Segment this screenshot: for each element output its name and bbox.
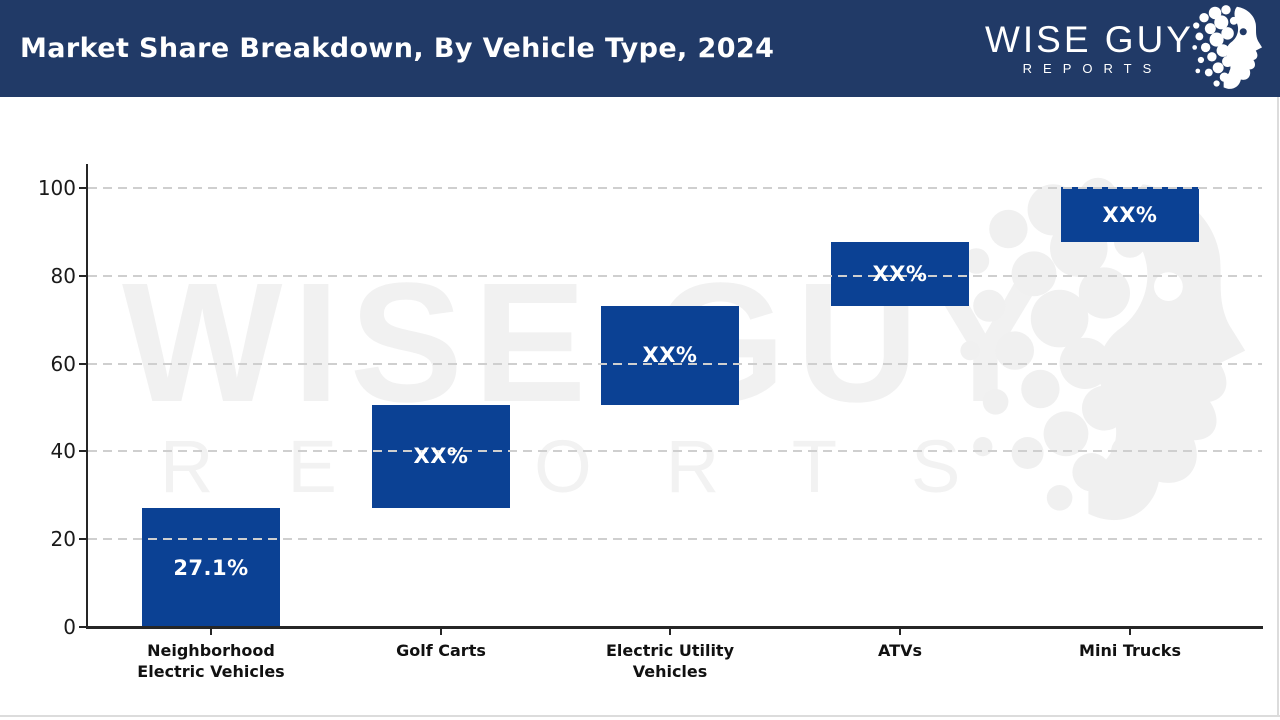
x-label-electric-utility-vehicles: Electric Utility Vehicles (606, 641, 734, 681)
right-border (1277, 97, 1279, 716)
x-label-neighborhood-electric-vehicles: Neighborhood Electric Vehicles (137, 641, 285, 681)
y-tick-label-80: 80 (50, 263, 76, 288)
gridline-80 (88, 274, 1262, 277)
header: Market Share Breakdown, By Vehicle Type,… (0, 0, 1280, 97)
bar-label-atvs: XX% (872, 262, 928, 287)
bar-neighborhood-electric-vehicles (142, 508, 280, 627)
y-tick-80 (79, 274, 87, 277)
y-tick-label-0: 0 (63, 615, 76, 639)
bottom-border (0, 715, 1280, 717)
y-tick-100 (79, 187, 87, 189)
bar-label-electric-utility-vehicles: XX% (642, 343, 698, 368)
gridline-60 (88, 362, 1262, 365)
bar-label-mini-trucks: XX% (1102, 202, 1158, 227)
x-tick-mini-trucks (1129, 628, 1131, 635)
x-tick-golf-carts (440, 628, 442, 635)
bar-label-golf-carts: XX% (413, 444, 469, 469)
x-label-golf-carts: Golf Carts (396, 641, 486, 660)
y-tick-label-60: 60 (50, 351, 76, 376)
logo-text: WISE GUY REPORTS (985, 21, 1194, 76)
x-label-atvs: ATVs (878, 641, 922, 660)
gridline-20 (88, 538, 1262, 541)
y-tick-20 (79, 538, 87, 541)
bar-label-neighborhood-electric-vehicles: 27.1% (173, 555, 249, 580)
y-tick-label-20: 20 (50, 527, 76, 552)
y-tick-label-100: 100 (37, 176, 76, 200)
bar-atvs (831, 241, 969, 307)
logo-subtitle: REPORTS (1022, 61, 1163, 76)
y-tick-0 (79, 626, 87, 628)
bar-electric-utility-vehicles (601, 306, 739, 405)
x-tick-atvs (899, 628, 901, 635)
x-tick-neighborhood-electric-vehicles (210, 628, 212, 635)
x-axis-spine (86, 626, 1263, 629)
x-label-mini-trucks: Mini Trucks (1079, 641, 1181, 660)
logo-eye-dot (1239, 27, 1247, 35)
bar-golf-carts (372, 404, 510, 509)
y-axis-spine (86, 164, 88, 629)
page-title: Market Share Breakdown, By Vehicle Type,… (20, 33, 775, 64)
y-tick-60 (79, 362, 87, 365)
logo-wordmark: WISE GUY (984, 19, 1194, 60)
x-tick-electric-utility-vehicles (669, 628, 671, 635)
y-tick-40 (79, 450, 87, 453)
gridline-40 (88, 450, 1262, 453)
logo-head-icon (1192, 4, 1263, 89)
wiseguy-logo: WISE GUY REPORTS (985, 0, 1266, 97)
gridline-100 (88, 187, 1262, 189)
y-tick-label-40: 40 (50, 439, 76, 464)
